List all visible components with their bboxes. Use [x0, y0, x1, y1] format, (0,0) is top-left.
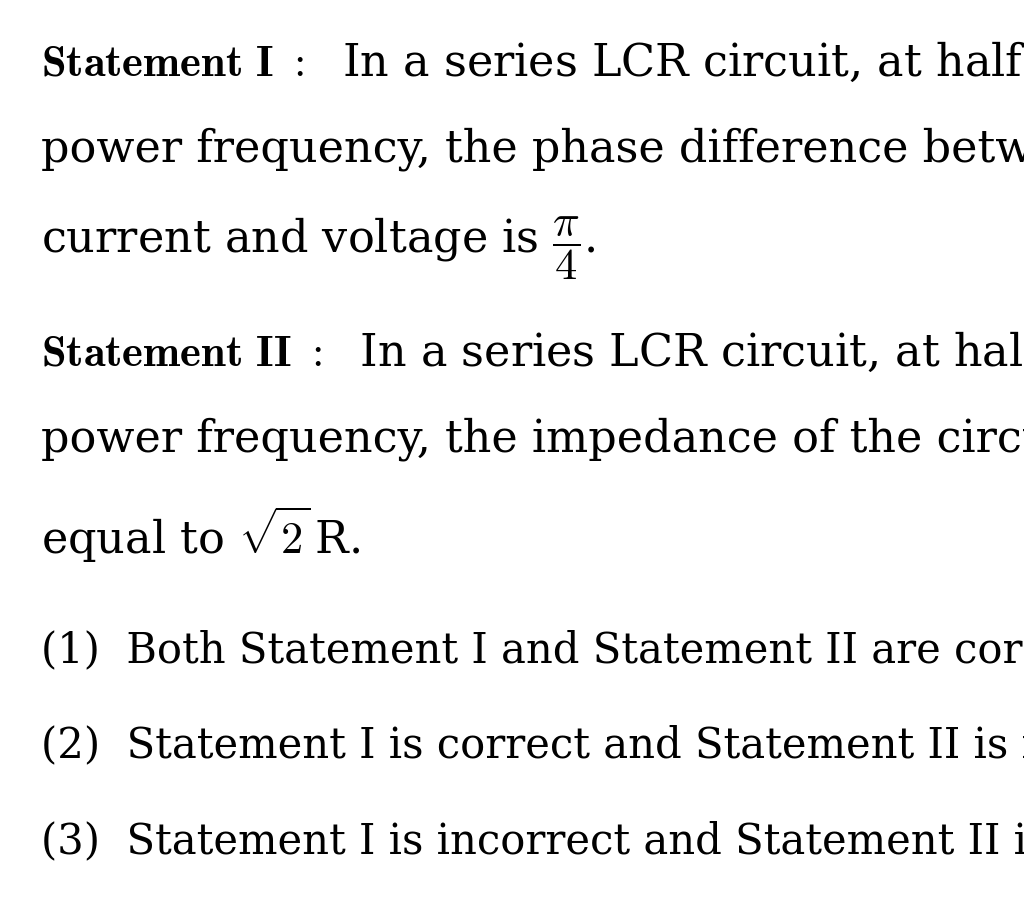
Text: (3)  Statement I is incorrect and Statement II is correct.: (3) Statement I is incorrect and Stateme… — [41, 820, 1024, 862]
Text: $\mathbf{Statement\ II\ :}$  In a series LCR circuit, at half: $\mathbf{Statement\ II\ :}$ In a series … — [41, 331, 1024, 375]
Text: current and voltage is $\dfrac{\pi}{4}$.: current and voltage is $\dfrac{\pi}{4}$. — [41, 214, 596, 282]
Text: (2)  Statement I is correct and Statement II is incorrect.: (2) Statement I is correct and Statement… — [41, 724, 1024, 767]
Text: equal to $\sqrt{2}\,$R.: equal to $\sqrt{2}\,$R. — [41, 504, 360, 565]
Text: $\mathbf{Statement\ I\ :}$  In a series LCR circuit, at half: $\mathbf{Statement\ I\ :}$ In a series L… — [41, 41, 1024, 86]
Text: power frequency, the phase difference between: power frequency, the phase difference be… — [41, 128, 1024, 171]
Text: power frequency, the impedance of the circuit is: power frequency, the impedance of the ci… — [41, 417, 1024, 461]
Text: (1)  Both Statement I and Statement II are correct.: (1) Both Statement I and Statement II ar… — [41, 630, 1024, 671]
